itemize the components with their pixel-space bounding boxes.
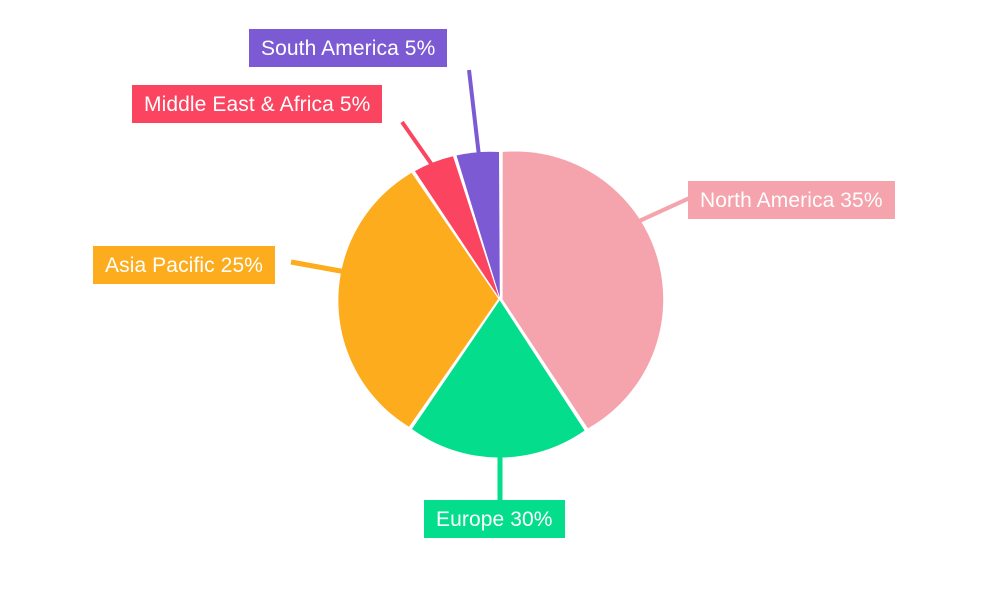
pie-label-south-america-text: South America 5% bbox=[261, 36, 436, 60]
pie-label-south-america[interactable]: South America 5% bbox=[249, 29, 448, 67]
pie-slice-middle-east-africa[interactable] bbox=[414, 156, 499, 298]
leader-line-north-america bbox=[636, 194, 695, 224]
pie-label-north-america-text: North America 35% bbox=[700, 188, 883, 212]
pie-label-asia-pacific-text: Asia Pacific 25% bbox=[105, 253, 264, 277]
pie-label-middle-east-africa[interactable]: Middle East & Africa 5% bbox=[132, 85, 383, 123]
pie-label-europe-text: Europe 30% bbox=[436, 507, 553, 531]
leader-line-south-america bbox=[467, 69, 481, 157]
pie-slice-asia-pacific[interactable] bbox=[338, 172, 499, 427]
pie-label-north-america[interactable]: North America 35% bbox=[688, 181, 895, 219]
pie-slice-north-america[interactable] bbox=[502, 151, 664, 429]
pie-label-europe[interactable]: Europe 30% bbox=[424, 500, 565, 538]
pie-slice-europe[interactable] bbox=[412, 300, 585, 458]
pie-slice-south-america[interactable] bbox=[456, 151, 500, 298]
pie-label-asia-pacific[interactable]: Asia Pacific 25% bbox=[93, 246, 276, 284]
pie-label-middle-east-africa-text: Middle East & Africa 5% bbox=[144, 92, 371, 116]
